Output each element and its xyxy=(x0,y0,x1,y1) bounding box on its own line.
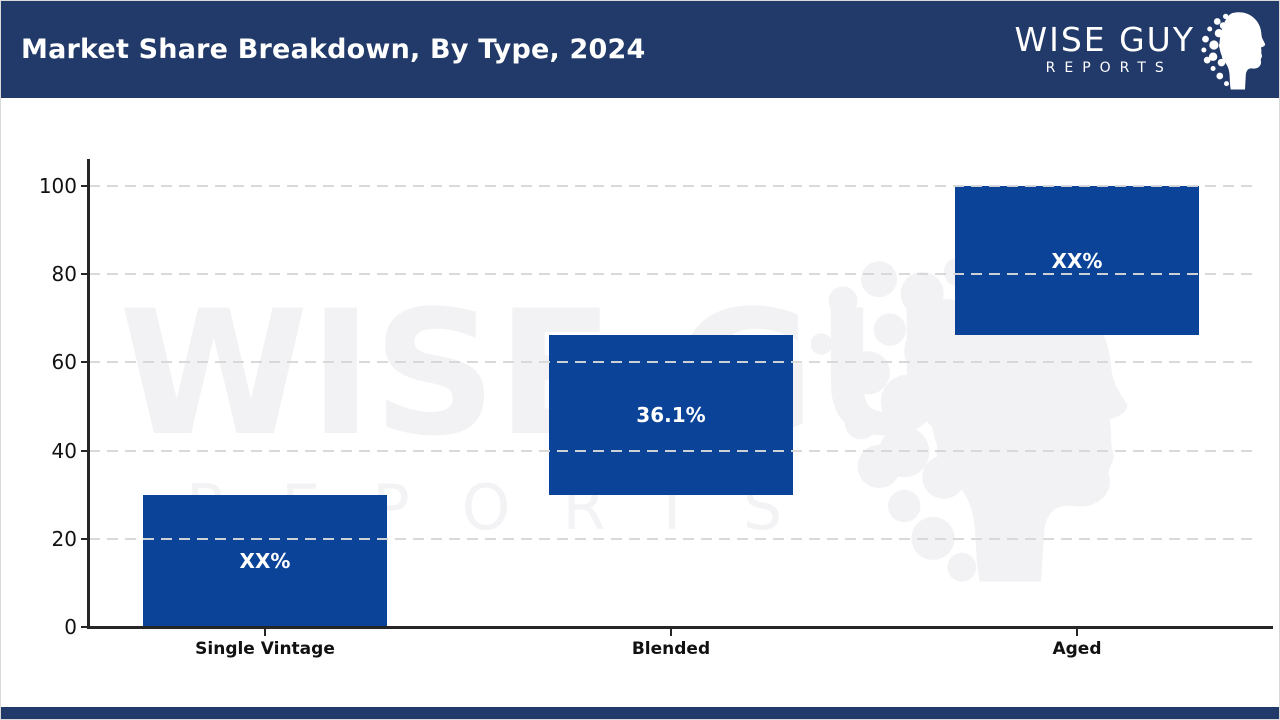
x-tick-1 xyxy=(670,627,672,636)
y-tick-label-100: 100 xyxy=(38,174,77,198)
bar-aged xyxy=(955,186,1199,336)
gridline-100 xyxy=(89,185,1257,187)
gridline-80 xyxy=(89,273,1257,276)
watermark-dotted-head xyxy=(810,257,1128,582)
y-tick-label-0: 0 xyxy=(64,615,77,639)
y-tick-label-20: 20 xyxy=(51,526,77,551)
y-tick-20 xyxy=(81,537,89,540)
gridline-20 xyxy=(89,537,1257,540)
logo-wordmark: WISE GUY xyxy=(1014,20,1195,60)
x-tick-2 xyxy=(1076,627,1078,636)
y-tick-label-60: 60 xyxy=(51,350,77,375)
header-bar: Market Share Breakdown, By Type, 2024 WI… xyxy=(1,1,1279,98)
x-category-label: Aged xyxy=(1052,639,1102,659)
y-tick-label-40: 40 xyxy=(51,438,77,463)
logo-text: WISE GUY REPORTS xyxy=(1014,23,1195,76)
dotted-head-icon xyxy=(1201,11,1266,89)
x-axis-line xyxy=(87,626,1273,629)
bar-single-vintage xyxy=(143,494,387,627)
gridline-40 xyxy=(89,449,1257,452)
y-tick-label-80: 80 xyxy=(51,262,77,287)
y-tick-0 xyxy=(81,626,89,628)
footer-bar xyxy=(1,707,1279,719)
wise-guy-reports-logo: WISE GUY REPORTS xyxy=(1014,8,1267,92)
bar-value-label: XX% xyxy=(1051,248,1103,273)
page-title: Market Share Breakdown, By Type, 2024 xyxy=(21,34,646,65)
y-tick-60 xyxy=(81,361,89,364)
y-tick-100 xyxy=(81,185,89,187)
y-tick-40 xyxy=(81,449,89,452)
y-axis-line xyxy=(87,159,90,629)
gridline-60 xyxy=(89,361,1257,364)
y-tick-80 xyxy=(81,273,89,276)
logo-subtitle: REPORTS xyxy=(1045,59,1173,76)
x-category-label: Single Vintage xyxy=(195,639,335,659)
bar-value-label: 36.1% xyxy=(636,403,706,428)
bar-value-label: XX% xyxy=(239,548,291,573)
x-category-label: Blended xyxy=(631,639,711,659)
x-tick-0 xyxy=(264,627,266,636)
